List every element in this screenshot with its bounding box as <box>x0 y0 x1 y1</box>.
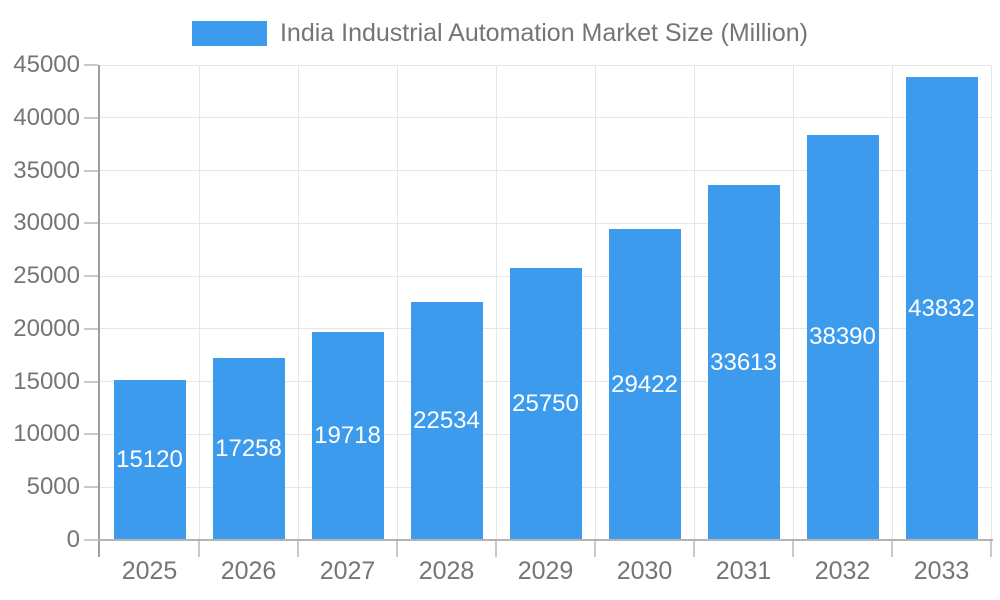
bar: 15120 <box>113 380 186 540</box>
x-axis-tick <box>396 541 398 557</box>
legend[interactable]: India Industrial Automation Market Size … <box>0 18 1000 48</box>
y-axis-label: 25000 <box>13 262 80 290</box>
x-axis-label: 2025 <box>121 557 178 585</box>
bar: 25750 <box>509 268 582 540</box>
x-axis-label: 2026 <box>220 557 277 585</box>
gridline-vertical <box>990 65 992 540</box>
y-axis-tick <box>84 64 98 66</box>
bar-value-label: 17258 <box>215 434 282 462</box>
y-axis-tick <box>84 169 98 172</box>
y-axis-tick <box>84 275 98 278</box>
bar: 43832 <box>905 77 978 540</box>
y-axis-label: 45000 <box>13 51 80 78</box>
x-axis-label: 2027 <box>319 557 376 585</box>
gridline-vertical <box>594 65 596 540</box>
y-axis-label: 30000 <box>13 209 80 237</box>
gridline-vertical <box>396 65 398 540</box>
gridline-horizontal <box>100 170 991 172</box>
x-axis-tick <box>297 541 299 557</box>
plot-area: 15120 17258 19718 22534 25750 29422 33613 38390… <box>100 64 992 540</box>
gridline-vertical <box>495 65 497 540</box>
bar-value-label: 33613 <box>710 348 777 376</box>
gridline-vertical <box>297 65 299 540</box>
y-axis-label: 40000 <box>13 103 80 131</box>
x-axis-label: 2031 <box>715 557 772 585</box>
x-axis-tick <box>495 541 497 557</box>
bar: 17258 <box>212 357 285 540</box>
y-axis-label: 15000 <box>13 367 80 395</box>
y-axis-tick <box>84 433 98 436</box>
x-axis-label: 2032 <box>814 557 871 585</box>
bar: 22534 <box>410 302 483 540</box>
x-axis-label: 2030 <box>616 557 673 585</box>
y-axis-label: 0 <box>66 526 80 553</box>
x-axis-tick <box>594 541 596 557</box>
y-axis-tick <box>84 380 98 383</box>
legend-swatch-icon <box>191 20 267 46</box>
gridline-vertical <box>792 65 794 540</box>
x-axis-tick <box>693 541 695 557</box>
y-axis-label: 5000 <box>26 473 80 501</box>
legend-label: India Industrial Automation Market Size … <box>279 18 808 47</box>
x-axis-label: 2033 <box>913 557 970 585</box>
bar-value-label: 19718 <box>314 421 381 449</box>
y-axis-tick <box>84 486 98 489</box>
y-axis-tick <box>84 539 98 541</box>
bar-value-label: 25750 <box>512 390 579 418</box>
gridline-horizontal <box>100 117 991 119</box>
gridline-vertical <box>891 65 893 540</box>
gridline-horizontal <box>100 64 991 66</box>
bar-value-label: 43832 <box>908 294 975 322</box>
x-axis-label: 2028 <box>418 557 475 585</box>
y-axis-line <box>98 65 100 557</box>
y-axis-tick <box>84 222 98 225</box>
bar: 33613 <box>707 185 780 540</box>
bar-value-label: 15120 <box>116 446 183 474</box>
x-axis-tick <box>990 541 992 557</box>
y-axis-tick <box>84 116 98 119</box>
x-axis-tick <box>792 541 794 557</box>
x-axis-label: 2029 <box>517 557 574 585</box>
bar-value-label: 22534 <box>413 407 480 435</box>
bar: 19718 <box>311 331 384 540</box>
x-axis-line <box>98 539 993 541</box>
x-axis-tick <box>891 541 893 557</box>
y-axis-label: 20000 <box>13 314 80 342</box>
y-axis-tick <box>84 327 98 330</box>
bar: 29422 <box>608 229 681 540</box>
bar-value-label: 29422 <box>611 370 678 398</box>
y-axis-label: 10000 <box>13 420 80 448</box>
gridline-vertical <box>693 65 695 540</box>
bar-value-label: 38390 <box>809 323 876 351</box>
gridline-horizontal <box>100 222 991 224</box>
bar: 38390 <box>806 134 879 540</box>
gridline-vertical <box>198 65 200 540</box>
y-axis-label: 35000 <box>13 156 80 184</box>
x-axis-tick <box>198 541 200 557</box>
